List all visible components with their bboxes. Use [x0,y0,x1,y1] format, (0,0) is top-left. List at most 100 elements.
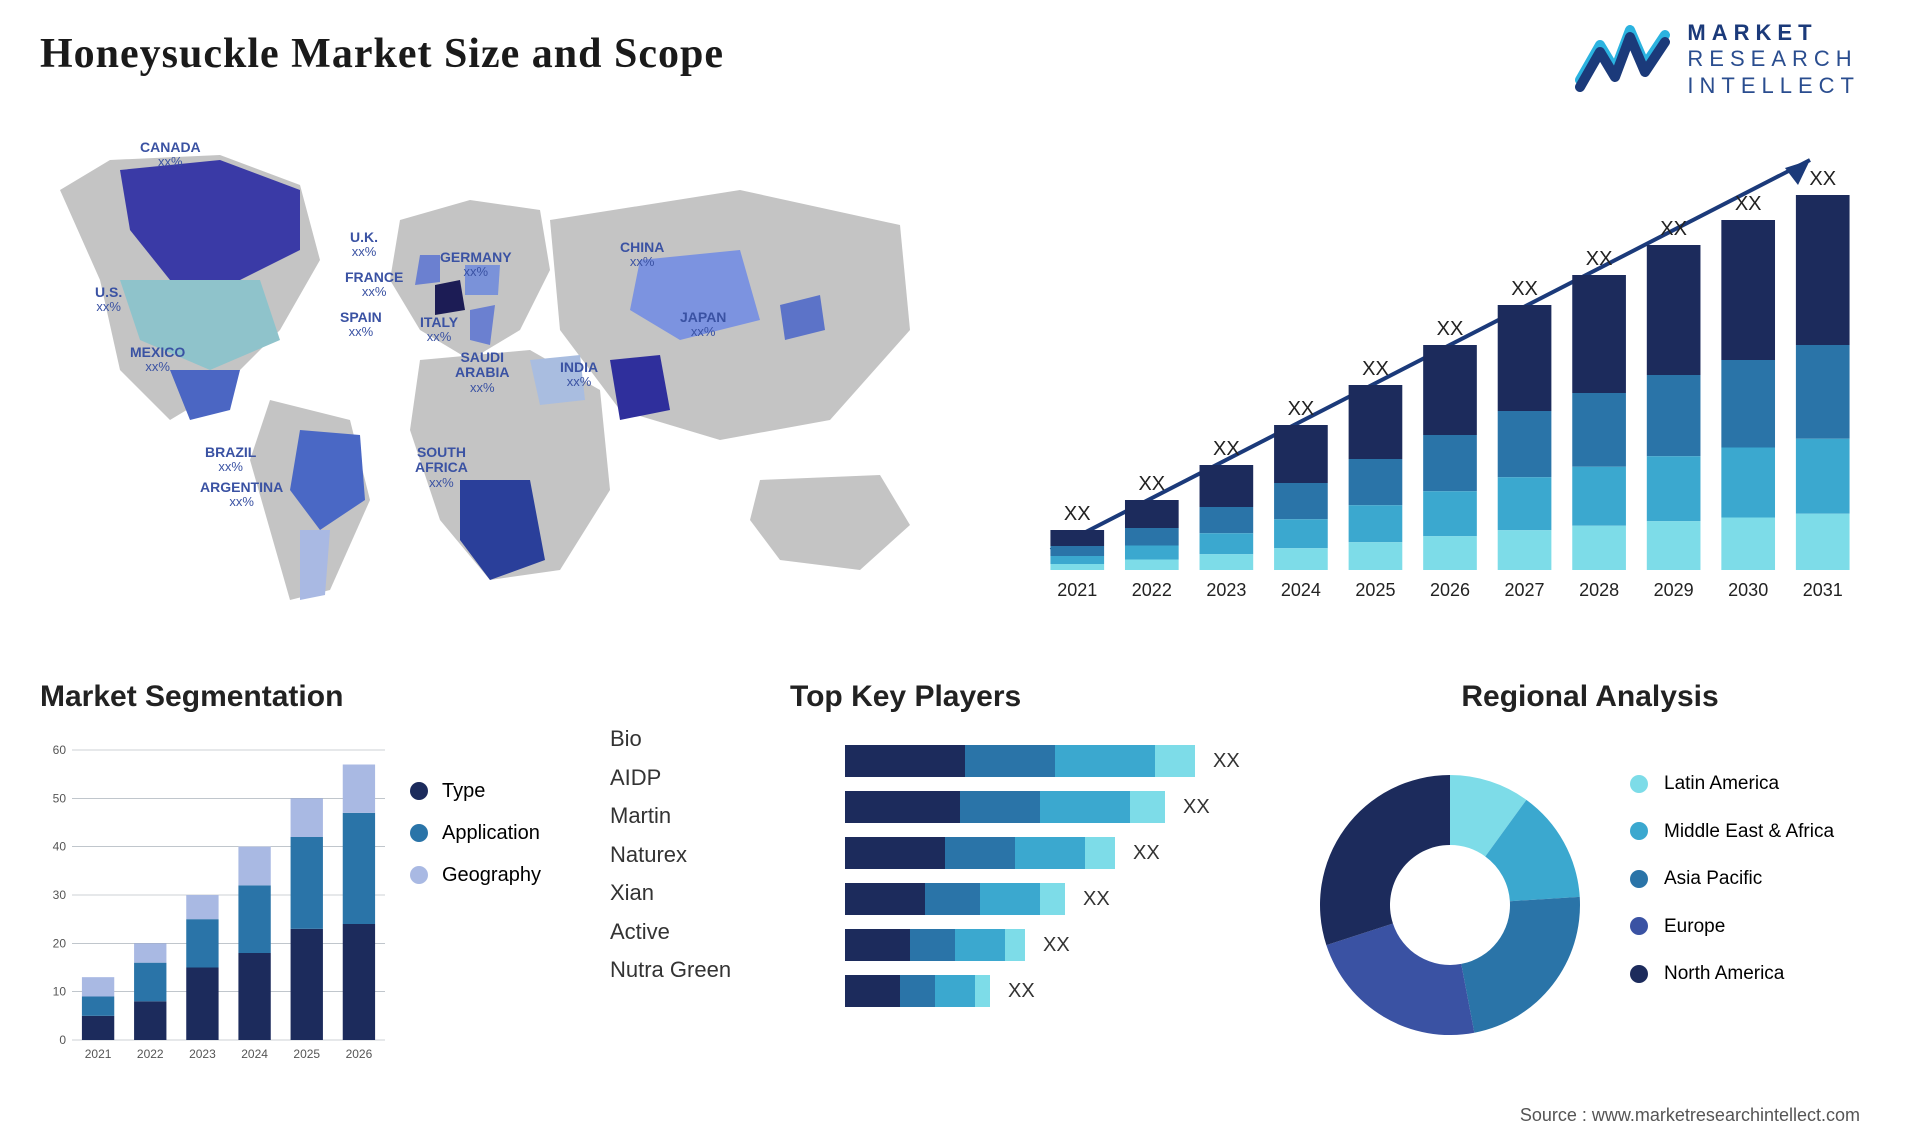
player-name: Active [610,913,731,952]
legend-dot-icon [1630,775,1648,793]
map-label: SOUTHAFRICAxx% [415,445,468,490]
regional-title: Regional Analysis [1300,680,1880,714]
svg-text:2029: 2029 [1654,580,1694,600]
player-name: Naturex [610,836,731,875]
source-text: Source : www.marketresearchintellect.com [1520,1105,1860,1126]
player-bar-value: XX [1083,888,1110,911]
svg-text:10: 10 [53,985,67,999]
segmentation-legend-item: Geography [410,854,541,896]
player-bar-value: XX [1213,750,1240,773]
page-title: Honeysuckle Market Size and Scope [40,30,724,78]
regional-panel: Regional Analysis Latin AmericaMiddle Ea… [1300,680,1880,1100]
legend-label: Type [442,770,485,812]
svg-text:30: 30 [53,888,67,902]
segmentation-chart: 0102030405060202120222023202420252026 [40,740,390,1080]
svg-text:XX: XX [1809,168,1836,190]
player-bar-row: XX [845,837,1265,869]
svg-text:XX: XX [1735,193,1762,215]
legend-label: Europe [1664,903,1725,951]
map-label: SPAINxx% [340,310,382,340]
svg-text:20: 20 [53,936,67,950]
map-label: BRAZILxx% [205,445,256,475]
region-legend-item: Middle East & Africa [1630,808,1834,856]
legend-dot-icon [1630,917,1648,935]
svg-text:50: 50 [53,791,67,805]
players-name-list: BioAIDPMartinNaturexXianActiveNutra Gree… [610,720,731,990]
logo-text-2: RESEARCH [1687,46,1860,72]
regional-donut-chart [1300,745,1600,1045]
region-legend-item: Latin America [1630,760,1834,808]
players-title: Top Key Players [790,680,1290,714]
world-map: CANADAxx%U.S.xx%MEXICOxx%BRAZILxx%ARGENT… [40,130,940,630]
legend-dot-icon [410,824,428,842]
player-bar-row: XX [845,791,1265,823]
region-legend-item: Asia Pacific [1630,855,1834,903]
svg-text:40: 40 [53,840,67,854]
map-label: CHINAxx% [620,240,664,270]
svg-text:2024: 2024 [1281,580,1321,600]
svg-text:XX: XX [1138,473,1165,495]
svg-text:XX: XX [1288,398,1315,420]
players-bars: XXXXXXXXXXXX [845,745,1265,1021]
map-label: GERMANYxx% [440,250,512,280]
legend-dot-icon [1630,822,1648,840]
svg-text:2030: 2030 [1728,580,1768,600]
svg-text:XX: XX [1511,278,1538,300]
svg-text:2024: 2024 [241,1047,268,1061]
map-label: U.K.xx% [350,230,378,260]
legend-label: Middle East & Africa [1664,808,1834,856]
player-bar-value: XX [1133,842,1160,865]
legend-label: Application [442,812,540,854]
svg-text:2026: 2026 [346,1047,373,1061]
svg-text:2023: 2023 [189,1047,216,1061]
player-name: Xian [610,874,731,913]
legend-dot-icon [410,782,428,800]
svg-text:2021: 2021 [1057,580,1097,600]
svg-text:2031: 2031 [1803,580,1843,600]
map-label: INDIAxx% [560,360,598,390]
svg-text:2021: 2021 [85,1047,112,1061]
legend-label: North America [1664,950,1784,998]
map-label: MEXICOxx% [130,345,185,375]
player-bar-value: XX [1008,980,1035,1003]
logo-mark-icon [1575,25,1675,95]
map-label: ITALYxx% [420,315,458,345]
player-bar-value: XX [1183,796,1210,819]
player-bar-row: XX [845,975,1265,1007]
svg-text:XX: XX [1064,503,1091,525]
map-label: U.S.xx% [95,285,122,315]
segmentation-legend: TypeApplicationGeography [410,770,541,896]
svg-text:2025: 2025 [1355,580,1395,600]
brand-logo: MARKET RESEARCH INTELLECT [1575,20,1860,99]
svg-text:XX: XX [1437,318,1464,340]
players-panel: Top Key Players XXXXXXXXXXXX [790,680,1290,1100]
player-name: AIDP [610,759,731,798]
legend-dot-icon [1630,965,1648,983]
player-name: Martin [610,797,731,836]
legend-label: Asia Pacific [1664,855,1762,903]
svg-text:2027: 2027 [1505,580,1545,600]
map-label: SAUDIARABIAxx% [455,350,509,395]
svg-text:2022: 2022 [1132,580,1172,600]
segmentation-title: Market Segmentation [40,680,790,714]
svg-text:2022: 2022 [137,1047,164,1061]
svg-text:2026: 2026 [1430,580,1470,600]
svg-text:0: 0 [59,1033,66,1047]
map-label: FRANCExx% [345,270,403,300]
logo-text-3: INTELLECT [1687,73,1860,99]
legend-dot-icon [1630,870,1648,888]
player-bar-row: XX [845,929,1265,961]
growth-bar-chart: XX2021XX2022XX2023XX2024XX2025XX2026XX20… [1010,130,1860,630]
player-name: Bio [610,720,731,759]
player-name: Nutra Green [610,951,731,990]
growth-chart-svg: XX2021XX2022XX2023XX2024XX2025XX2026XX20… [1010,130,1860,630]
region-legend-item: Europe [1630,903,1834,951]
segmentation-legend-item: Application [410,812,541,854]
legend-label: Latin America [1664,760,1779,808]
region-legend-item: North America [1630,950,1834,998]
svg-text:2028: 2028 [1579,580,1619,600]
svg-text:XX: XX [1660,218,1687,240]
svg-text:2025: 2025 [293,1047,320,1061]
svg-text:XX: XX [1586,248,1613,270]
regional-legend: Latin AmericaMiddle East & AfricaAsia Pa… [1630,760,1834,998]
